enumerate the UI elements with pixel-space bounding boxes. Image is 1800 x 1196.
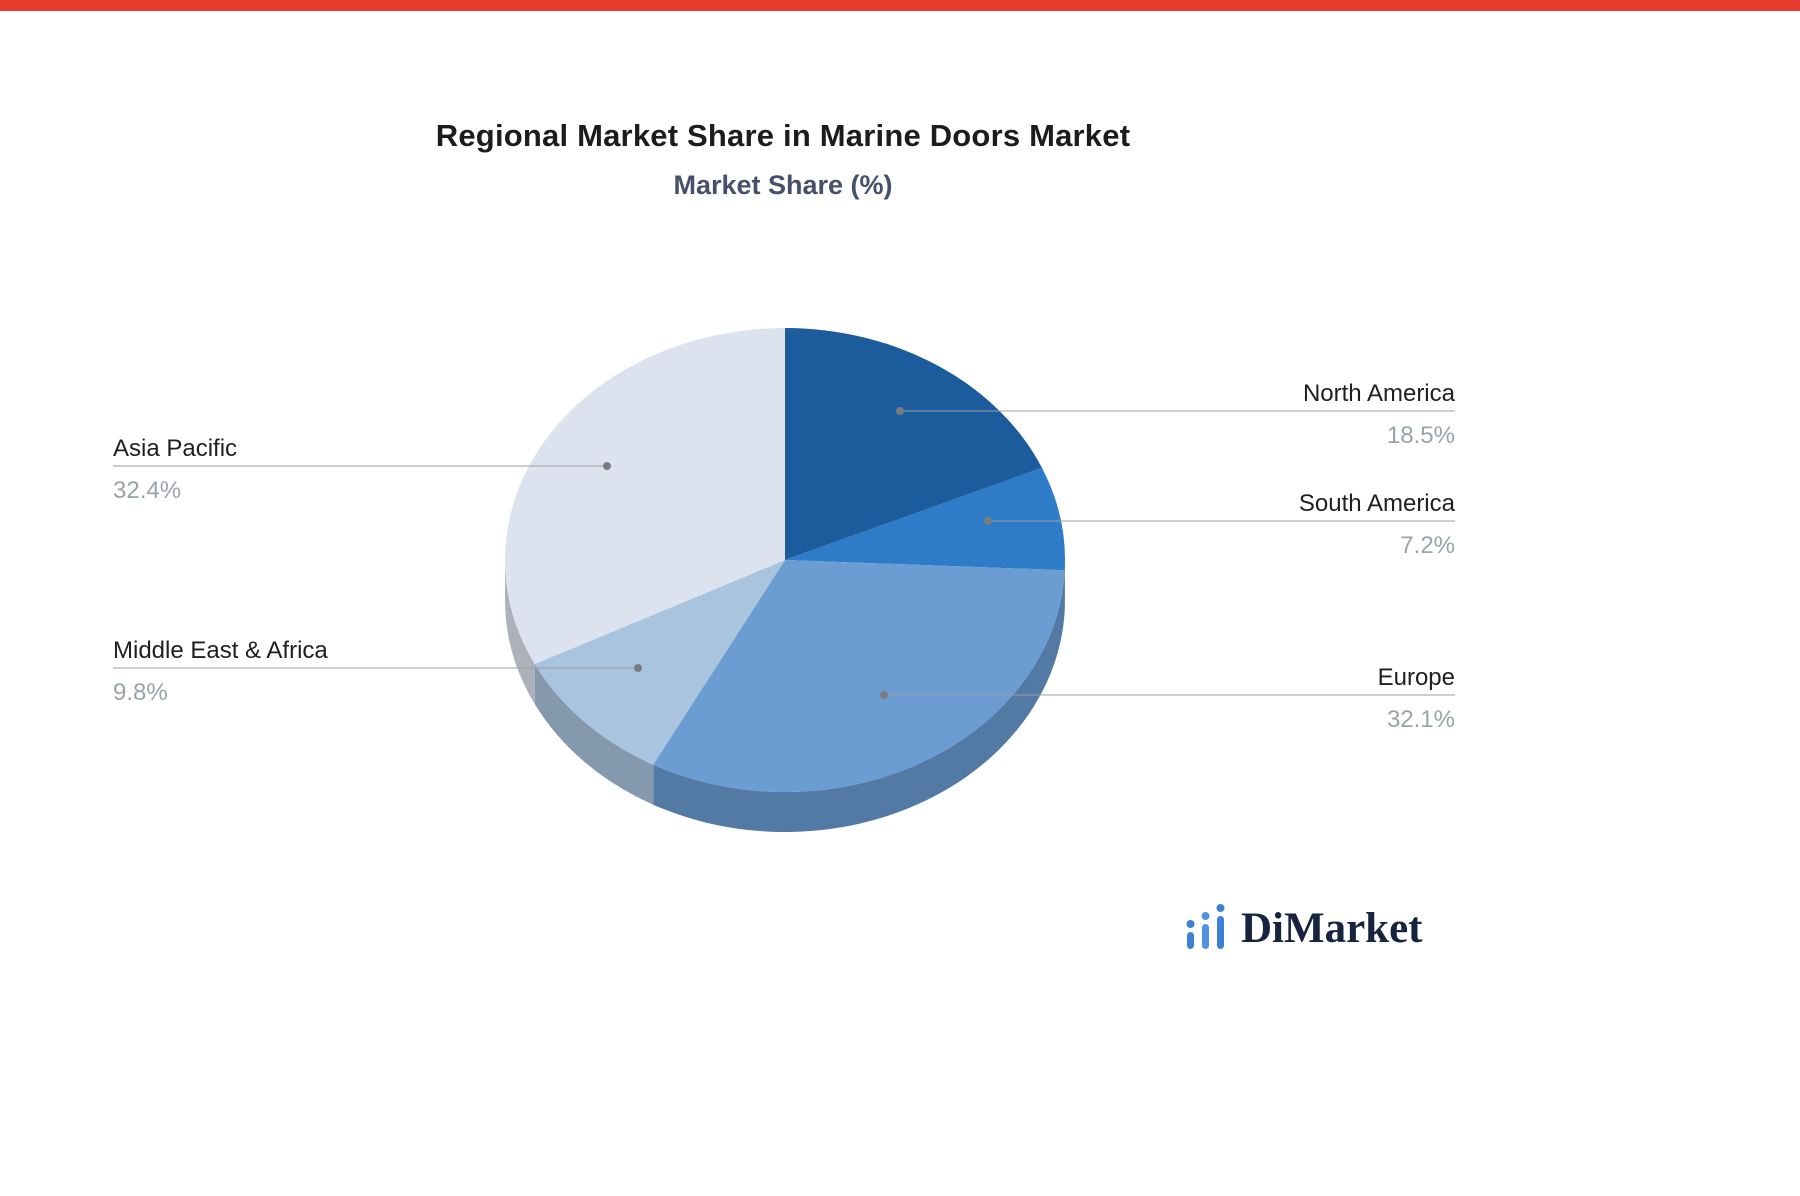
slice-label-south-america: South America [1298, 490, 1455, 517]
slice-value-middle-east-africa: 9.8% [113, 679, 168, 706]
callout-south-america: South America 7.2% [1299, 489, 1455, 561]
brand-logo: DiMarket [1183, 903, 1423, 953]
title-block: Regional Market Share in Marine Doors Ma… [0, 118, 1566, 201]
slice-label-middle-east-africa: Middle East & Africa [113, 637, 328, 664]
slice-value-europe: 32.1% [1386, 706, 1455, 733]
leader-dot-3 [634, 664, 642, 672]
slice-value-south-america: 7.2% [1400, 532, 1455, 559]
callout-europe: Europe 32.1% [1378, 663, 1455, 735]
bar-chart-icon [1186, 904, 1225, 949]
leader-dot-4 [603, 462, 611, 470]
slice-value-asia-pacific: 32.4% [113, 477, 182, 504]
chart-title: Regional Market Share in Marine Doors Ma… [435, 118, 1131, 153]
callout-north-america: North America 18.5% [1303, 379, 1455, 451]
pie-slice-side-2 [653, 570, 1065, 832]
callout-middle-east-africa: Middle East & Africa 9.8% [113, 636, 328, 708]
chart-subtitle: Market Share (%) [673, 170, 893, 200]
slice-value-north-america: 18.5% [1386, 422, 1455, 449]
leader-dot-2 [880, 691, 888, 699]
pie-slice-4 [504, 328, 785, 665]
brand-logo-text: DiMarket [1241, 904, 1423, 952]
pie-slice-side-3 [534, 664, 654, 805]
top-accent-bar [0, 0, 1800, 11]
pie-slice-0 [785, 328, 1042, 560]
slice-label-north-america: North America [1302, 380, 1455, 407]
slice-label-europe: Europe [1377, 664, 1455, 691]
leader-dot-1 [984, 517, 992, 525]
slice-label-asia-pacific: Asia Pacific [113, 435, 238, 462]
pie-slice-3 [534, 560, 785, 765]
pie-slice-2 [653, 560, 1065, 792]
callout-asia-pacific: Asia Pacific 32.4% [113, 434, 237, 506]
leader-dot-0 [896, 407, 904, 415]
pie-slice-1 [785, 467, 1066, 571]
